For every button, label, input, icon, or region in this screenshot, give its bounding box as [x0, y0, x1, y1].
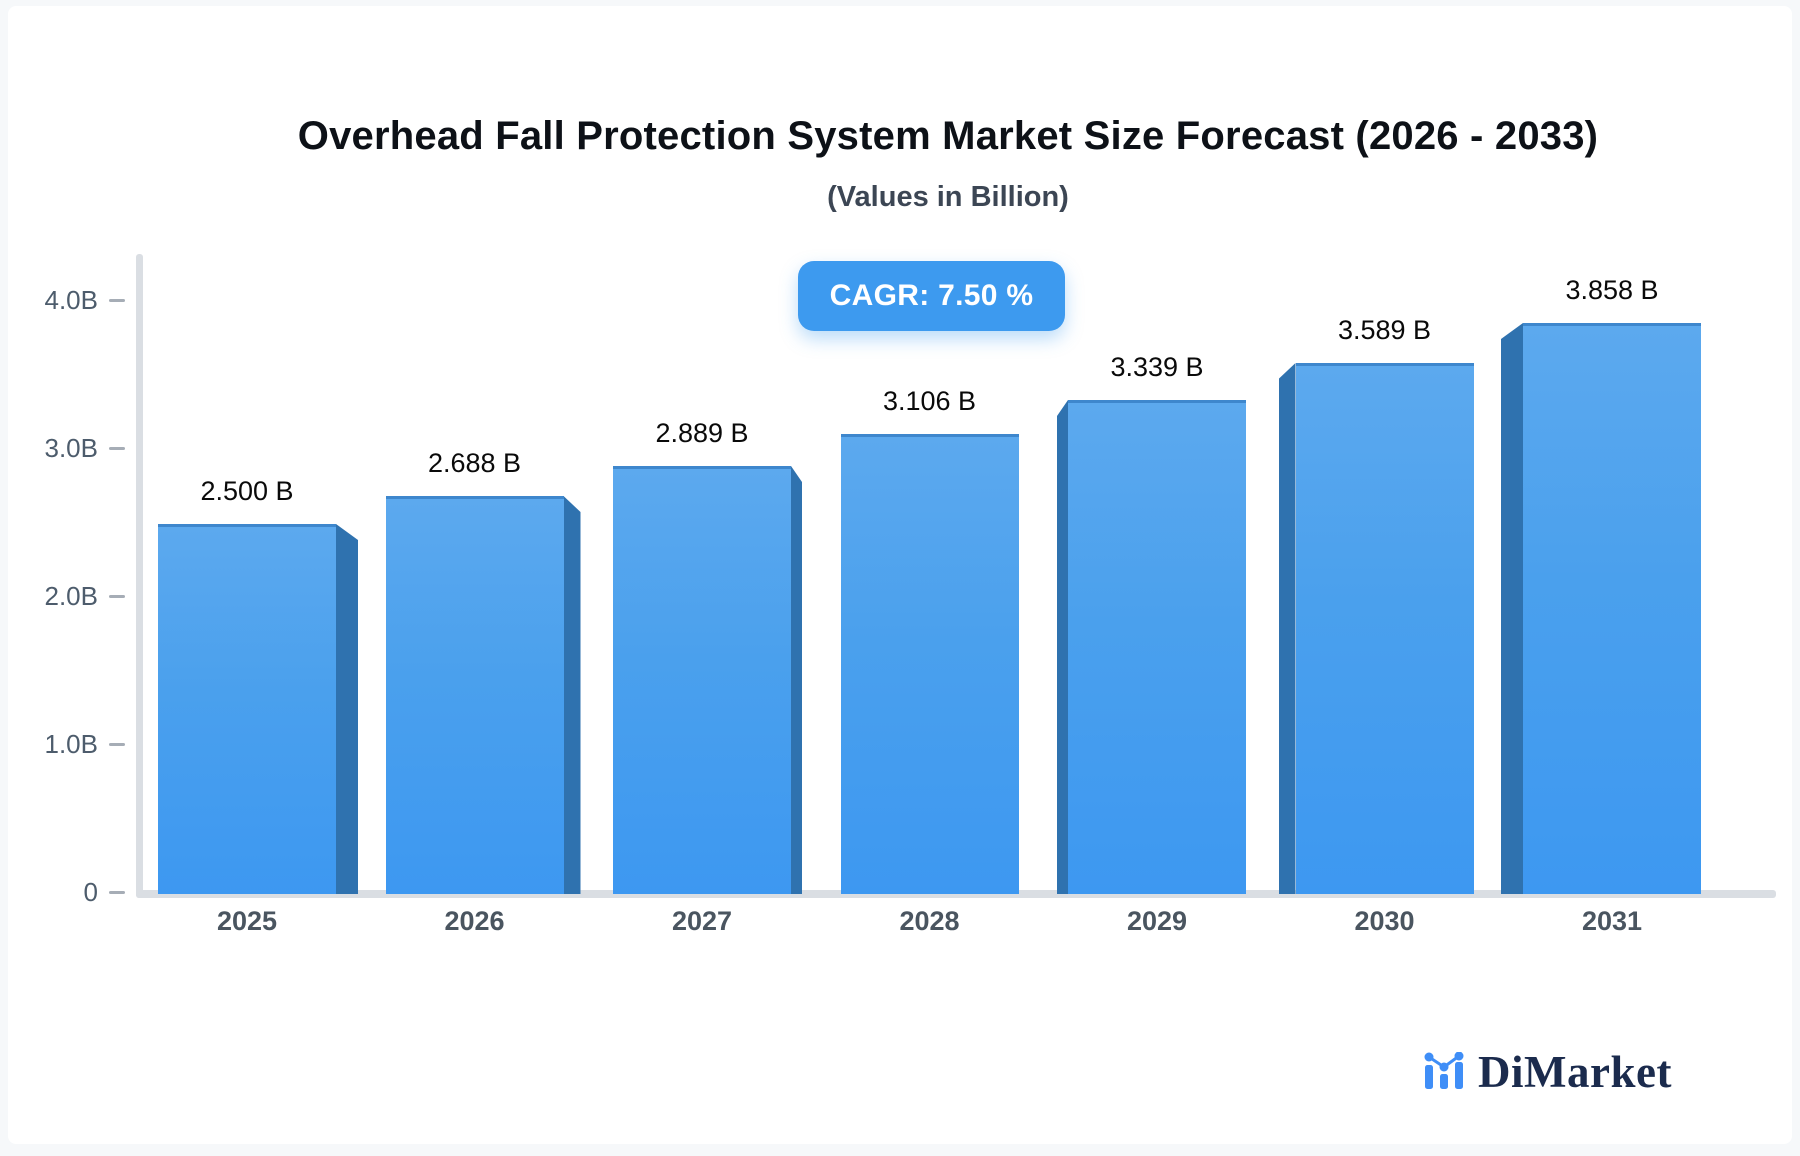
- brand-name: DiMarket: [1478, 1047, 1672, 1097]
- x-axis-label-2030: 2030: [1354, 906, 1415, 936]
- x-axis-baseline: [136, 890, 1776, 898]
- cagr-badge: CAGR: 7.50 %: [798, 261, 1065, 331]
- x-axis-label-2025: 2025: [216, 906, 278, 936]
- bar-2029-side: [1057, 400, 1068, 894]
- chart-header: Overhead Fall Protection System Market S…: [88, 114, 1800, 214]
- y-axis-tick-mark: [109, 891, 125, 894]
- x-axis-label-2031: 2031: [1581, 906, 1643, 936]
- x-axis-label-2029: 2029: [1126, 906, 1188, 936]
- bar-2025-side: [336, 524, 358, 894]
- x-axis-label-2027: 2027: [671, 906, 733, 936]
- y-axis-tick-mark: [109, 743, 125, 746]
- dimarket-logo-icon: [1424, 1052, 1464, 1089]
- x-axis-label-2028: 2028: [899, 906, 960, 936]
- bar-2026-side: [563, 496, 581, 894]
- bar-2028: [840, 434, 1019, 894]
- y-axis-tick-mark: [109, 447, 125, 450]
- bar-2031-side: [1501, 323, 1523, 894]
- y-axis-tick-label: 4.0B: [44, 285, 99, 315]
- bar-value-label: 3.106 B: [882, 386, 977, 416]
- chart-card: Overhead Fall Protection System Market S…: [8, 6, 1792, 1144]
- y-axis-line: [136, 254, 143, 898]
- bar-value-label: 2.688 B: [427, 448, 522, 478]
- chart-subtitle: (Values in Billion): [827, 181, 1069, 213]
- bar-value-label: 3.589 B: [1337, 315, 1432, 345]
- brand-logo: DiMarket: [1422, 1042, 1672, 1102]
- bar-value-label: 2.889 B: [655, 418, 749, 448]
- y-axis-tick-mark: [109, 595, 125, 598]
- x-axis-label-2026: 2026: [444, 906, 505, 936]
- y-axis-tick-label: 0: [83, 877, 98, 907]
- bar-value-label: 3.858 B: [1565, 275, 1659, 305]
- bar-value-label: 2.500 B: [200, 476, 294, 506]
- bar-2026: [385, 496, 564, 894]
- y-axis-tick-label: 3.0B: [44, 433, 99, 463]
- cagr-badge-label: CAGR: 7.50 %: [829, 279, 1034, 312]
- bar-2027: [613, 466, 791, 894]
- bar-2027-side: [791, 466, 802, 894]
- bar-value-label: 3.339 B: [1110, 352, 1204, 382]
- chart-title: Overhead Fall Protection System Market S…: [297, 114, 1599, 158]
- y-axis-tick-label: 1.0B: [44, 729, 99, 759]
- y-axis-tick-label: 2.0B: [44, 581, 99, 611]
- bar-2031: [1523, 323, 1701, 894]
- bar-2030-side: [1278, 363, 1296, 894]
- y-axis-tick-mark: [109, 299, 125, 302]
- bar-2029: [1068, 400, 1246, 894]
- bar-2030: [1295, 363, 1474, 894]
- bar-2025: [158, 524, 336, 894]
